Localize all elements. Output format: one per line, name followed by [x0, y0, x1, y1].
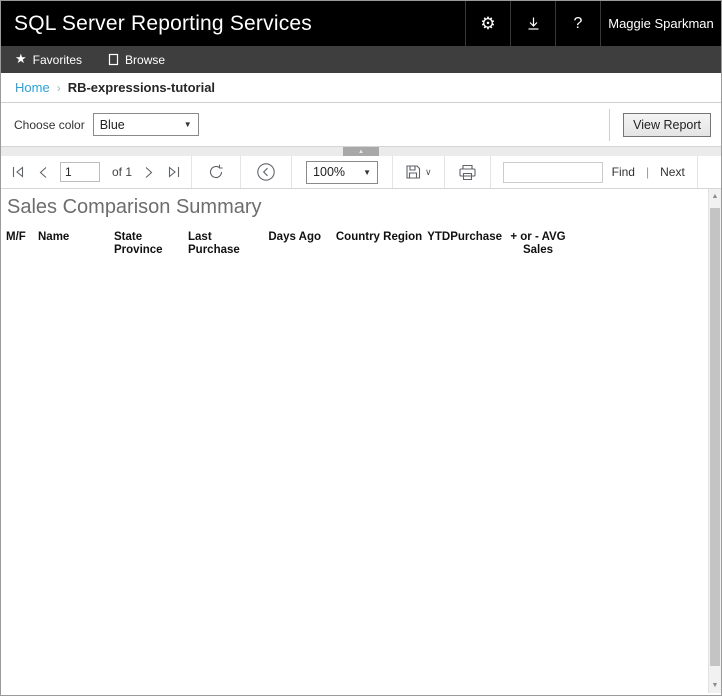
- export-button[interactable]: ∨: [393, 156, 444, 188]
- printer-icon: [459, 164, 476, 180]
- help-icon: ?: [573, 14, 583, 32]
- column-header-country: Country Region: [335, 231, 423, 243]
- toolbar-divider: [191, 156, 193, 188]
- last-page-icon: [168, 166, 180, 178]
- chevron-down-icon: ▼: [183, 120, 192, 129]
- last-page-button[interactable]: [166, 156, 181, 188]
- back-arrow-icon: [257, 163, 275, 181]
- browse-tab[interactable]: Browse: [108, 53, 165, 67]
- collapse-parameters-handle[interactable]: ▲: [343, 147, 379, 156]
- app-header: SQL Server Reporting Services ⚙ ? Maggie…: [1, 1, 721, 46]
- scroll-up-button[interactable]: ▲: [709, 189, 721, 204]
- refresh-icon: [210, 164, 223, 179]
- color-select[interactable]: Blue ▼: [92, 113, 199, 136]
- column-header-ytd: YTDPurchase: [427, 231, 502, 243]
- vertical-divider: [609, 108, 611, 141]
- current-page-input[interactable]: [60, 162, 100, 182]
- refresh-button[interactable]: [192, 156, 240, 188]
- vertical-scrollbar[interactable]: ▲ ▼: [708, 189, 721, 693]
- parameter-splitter: ▲: [1, 146, 721, 156]
- find-next-button[interactable]: Next: [660, 165, 685, 179]
- chevron-down-icon: ∨: [425, 166, 432, 177]
- zoom-select[interactable]: 100% ▼: [306, 160, 379, 184]
- column-header-name: Name: [38, 231, 70, 243]
- find-group: Find | Next: [491, 156, 697, 188]
- gear-icon: ⚙: [480, 14, 496, 33]
- toolbar-divider: [696, 156, 698, 188]
- next-page-button[interactable]: [144, 156, 154, 188]
- help-button[interactable]: ?: [555, 1, 600, 46]
- triangle-up-icon: ▲: [711, 193, 719, 200]
- app-title: SQL Server Reporting Services: [14, 11, 312, 35]
- star-icon: ★: [15, 50, 27, 66]
- color-select-value: Blue: [99, 117, 125, 132]
- find-button[interactable]: Find: [611, 165, 635, 179]
- first-page-icon: [12, 166, 24, 178]
- report-viewer: Sales Comparison Summary M/F Name State Pr…: [1, 189, 721, 693]
- triangle-down-icon: ▼: [711, 682, 719, 689]
- parameter-actions: View Report: [609, 103, 721, 146]
- chevron-up-icon: ▲: [358, 148, 364, 155]
- column-header-mf: M/F: [6, 231, 26, 243]
- choose-color-label: Choose color: [14, 117, 85, 132]
- column-header-trend: + or - AVG Sales: [510, 231, 566, 256]
- toolbar-divider: [489, 156, 491, 188]
- column-header-state: State Province: [114, 231, 163, 256]
- download-icon: [528, 17, 538, 30]
- back-button[interactable]: [241, 156, 291, 188]
- chevron-down-icon: ▼: [363, 167, 372, 177]
- print-button[interactable]: [445, 156, 490, 188]
- next-page-icon: [145, 166, 153, 178]
- breadcrumb: Home › RB-expressions-tutorial: [1, 73, 721, 103]
- scroll-down-button[interactable]: ▼: [709, 678, 721, 693]
- toolbar-divider: [443, 156, 445, 188]
- toolbar-divider: [291, 156, 293, 188]
- report-toolbar: of 1 100% ▼ ∨: [1, 156, 721, 189]
- zoom-select-value: 100%: [313, 165, 346, 179]
- previous-page-icon: [39, 166, 47, 178]
- browse-label: Browse: [125, 52, 166, 67]
- view-report-button[interactable]: View Report: [623, 112, 711, 137]
- scrollbar-thumb[interactable]: [710, 208, 720, 666]
- settings-button[interactable]: ⚙: [465, 1, 510, 46]
- breadcrumb-separator-icon: ›: [56, 80, 61, 95]
- zoom-group: 100% ▼: [292, 156, 392, 188]
- report-canvas: Sales Comparison Summary M/F Name State Pr…: [1, 189, 721, 263]
- save-icon: [406, 165, 421, 179]
- browse-icon: [108, 53, 119, 66]
- sales-table: M/F Name State Province Last Purchase Days A…: [6, 229, 572, 263]
- column-header-days: Days Ago: [268, 231, 321, 243]
- report-title: Sales Comparison Summary: [7, 196, 262, 218]
- download-button[interactable]: [510, 1, 555, 46]
- parameter-bar: Choose color Blue ▼ View Report: [1, 103, 721, 146]
- previous-page-button[interactable]: [38, 156, 48, 188]
- column-header-last: Last Purchase: [188, 231, 240, 256]
- first-page-button[interactable]: [11, 156, 26, 188]
- user-menu[interactable]: Maggie Sparkman: [600, 1, 721, 46]
- favorites-label: Favorites: [32, 52, 83, 67]
- portal-subnav: ★ Favorites Browse: [1, 46, 721, 73]
- sales-table-header: M/F Name State Province Last Purchase Days A…: [6, 229, 572, 263]
- toolbar-divider: [240, 156, 242, 188]
- header-row: M/F Name State Province Last Purchase Days A…: [6, 229, 572, 263]
- find-text-input[interactable]: [502, 161, 603, 183]
- favorites-tab[interactable]: ★ Favorites: [15, 50, 83, 68]
- toolbar-divider: [392, 156, 394, 188]
- find-next-divider: |: [645, 165, 650, 179]
- pagination-group: of 1: [1, 156, 191, 188]
- page-count-label: of 1: [112, 165, 133, 179]
- breadcrumb-current: RB-expressions-tutorial: [67, 80, 216, 95]
- breadcrumb-home-link[interactable]: Home: [15, 80, 50, 95]
